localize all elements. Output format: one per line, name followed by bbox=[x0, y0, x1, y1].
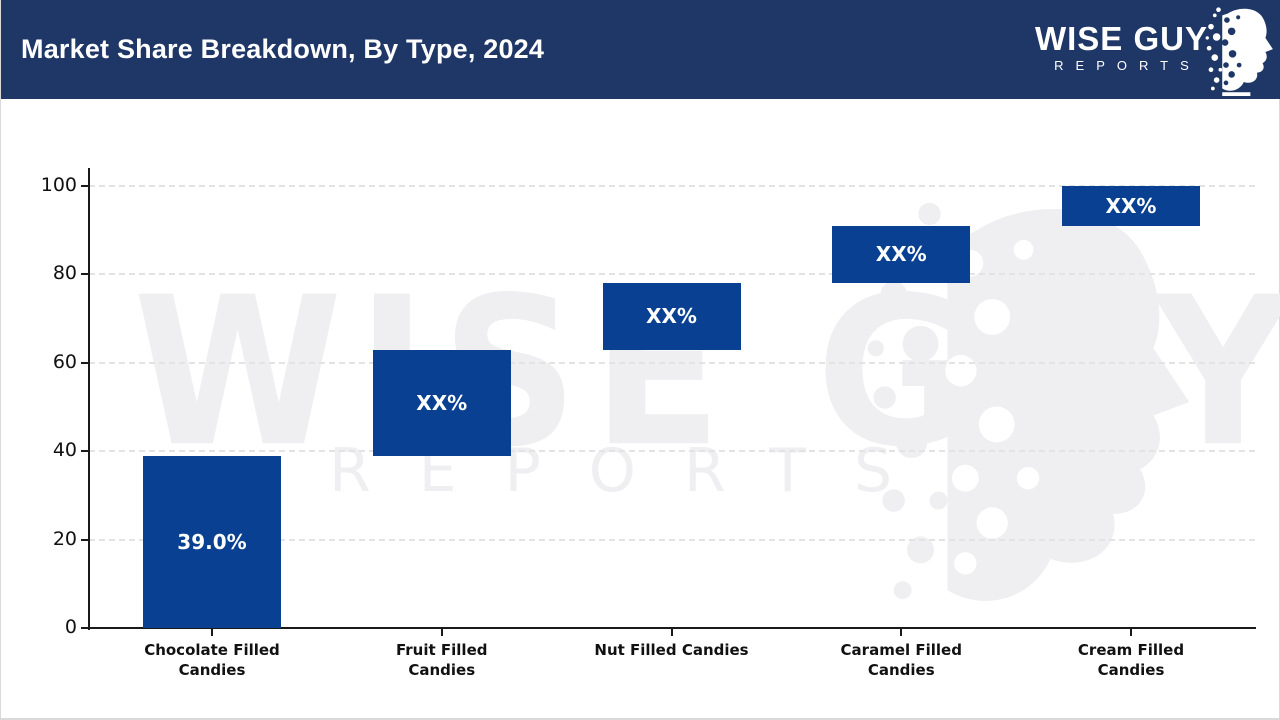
y-axis-line bbox=[88, 168, 90, 630]
x-tick-label-nut-filled-candies: Nut Filled Candies bbox=[594, 641, 749, 659]
x-tick-caramel-filled-candies bbox=[900, 629, 903, 636]
logo-head-icon bbox=[1205, 7, 1273, 96]
y-tick-label-0: 0 bbox=[64, 616, 77, 638]
gridline-60 bbox=[89, 361, 1255, 364]
y-tick-80 bbox=[81, 273, 88, 276]
x-axis-line bbox=[88, 627, 1256, 629]
x-tick-label-caramel-filled-candies: Caramel Filled Candies bbox=[840, 641, 962, 680]
bar-value-label-cream-filled-candies: XX% bbox=[1105, 193, 1157, 218]
y-tick-label-40: 40 bbox=[52, 439, 77, 462]
x-tick-label-cream-filled-candies: Cream Filled Candies bbox=[1077, 641, 1185, 680]
x-tick-label-chocolate-filled-candies: Chocolate Filled Candies bbox=[144, 641, 280, 680]
x-tick-cream-filled-candies bbox=[1130, 629, 1132, 636]
y-tick-label-80: 80 bbox=[52, 262, 77, 285]
logo-subtitle: REPORTS bbox=[1054, 58, 1201, 73]
bar-caramel-filled-candies bbox=[832, 225, 971, 284]
x-tick-fruit-filled-candies bbox=[440, 629, 443, 636]
logo-wordmark: WISE GUY bbox=[1034, 20, 1208, 57]
gridline-80 bbox=[89, 273, 1255, 276]
x-tick-nut-filled-candies bbox=[670, 629, 673, 636]
gridline-20 bbox=[89, 538, 1255, 541]
bar-value-label-nut-filled-candies: XX% bbox=[646, 304, 697, 329]
bar-fruit-filled-candies bbox=[372, 349, 511, 456]
gridline-100 bbox=[89, 185, 1255, 187]
y-tick-label-20: 20 bbox=[52, 527, 77, 550]
y-tick-label-60: 60 bbox=[52, 350, 77, 373]
bar-nut-filled-candies bbox=[602, 283, 741, 350]
header-bar: Market Share Breakdown, By Type, 2024 WI… bbox=[1, 0, 1280, 99]
gridline-40 bbox=[89, 450, 1255, 453]
x-tick-chocolate-filled-candies bbox=[211, 629, 213, 636]
y-tick-40 bbox=[81, 450, 88, 453]
y-tick-60 bbox=[81, 361, 88, 364]
bar-chocolate-filled-candies bbox=[143, 455, 281, 628]
x-tick-label-fruit-filled-candies: Fruit Filled Candies bbox=[396, 641, 488, 680]
y-tick-label-100: 100 bbox=[40, 174, 77, 196]
bottom-border bbox=[1, 718, 1279, 720]
bar-value-label-caramel-filled-candies: XX% bbox=[875, 242, 927, 267]
y-tick-100 bbox=[81, 185, 88, 187]
page-title: Market Share Breakdown, By Type, 2024 bbox=[21, 34, 545, 64]
bar-value-label-chocolate-filled-candies: 39.0% bbox=[177, 529, 247, 554]
y-tick-0 bbox=[81, 627, 88, 629]
wise-guy-reports-logo: WISE GUY REPORTS bbox=[1023, 4, 1273, 96]
bar-cream-filled-candies bbox=[1062, 186, 1200, 226]
y-tick-20 bbox=[81, 538, 88, 541]
bar-value-label-fruit-filled-candies: XX% bbox=[416, 390, 468, 415]
logo-text: WISE GUY REPORTS bbox=[1035, 22, 1208, 73]
